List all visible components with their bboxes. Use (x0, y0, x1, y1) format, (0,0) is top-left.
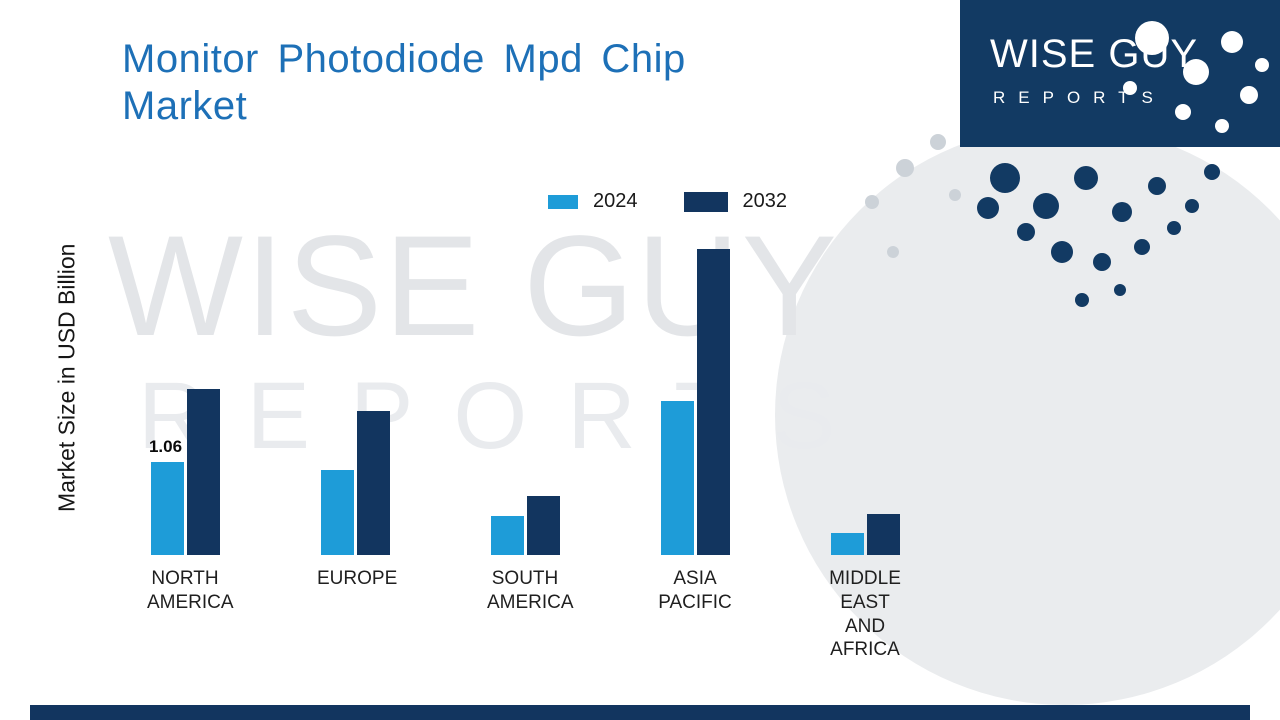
bar-2032 (696, 249, 730, 555)
chart-group: SOUTH AMERICA (440, 240, 610, 680)
footer-bar (30, 705, 1250, 720)
bar-pair (830, 240, 900, 555)
logo-reports-text: REPORTS (993, 88, 1166, 107)
bar-2032 (356, 411, 390, 555)
page-title: Monitor Photodiode Mpd Chip Market (122, 37, 686, 129)
legend-label: 2024 (593, 190, 638, 212)
wiseguy-logo: WISE GUY REPORTS (960, 0, 1280, 147)
bar-pair (660, 240, 730, 555)
bar-2024 (320, 470, 354, 555)
bar-2032 (866, 514, 900, 555)
chart-group: EUROPE (270, 240, 440, 680)
chart-group: 1.06 NORTH AMERICA (100, 240, 270, 680)
bar-chart: 1.06 NORTH AMERICA EUROPE SOUTH AMERICA ASIA… (100, 240, 950, 680)
bar-2032 (186, 389, 220, 555)
category-label: NORTH AMERICA (147, 568, 234, 613)
category-label: MIDDLE EAST AND AFRICA (829, 568, 901, 661)
bar-pair (490, 240, 560, 555)
legend-label: 2032 (742, 190, 788, 212)
chart-group: ASIA PACIFIC (610, 240, 780, 680)
chart-legend: 2024 2032 (548, 190, 787, 213)
y-axis-label: Market Size in USD Billion (53, 243, 80, 512)
category-label: SOUTH AMERICA (487, 568, 574, 613)
bar-pair (320, 240, 390, 555)
category-label: EUROPE (317, 568, 398, 589)
bar-value-label: 1.06 (148, 437, 183, 456)
bar-2024 (660, 401, 694, 555)
legend-swatch-2032 (683, 191, 728, 212)
bar-2024 (490, 516, 524, 555)
bar-2024 (830, 533, 864, 555)
logo-brand-text: WISE GUY (990, 32, 1199, 76)
watermark-face-circle (775, 125, 1280, 705)
legend-swatch-2024 (548, 194, 578, 209)
legend-item-2024: 2024 (548, 190, 638, 213)
bar-2032 (526, 496, 560, 555)
chart-group: MIDDLE EAST AND AFRICA (780, 240, 950, 680)
bar-2024 (150, 462, 184, 555)
bar-pair: 1.06 (149, 240, 220, 555)
category-label: ASIA PACIFIC (658, 568, 732, 613)
legend-item-2032: 2032 (683, 190, 788, 213)
